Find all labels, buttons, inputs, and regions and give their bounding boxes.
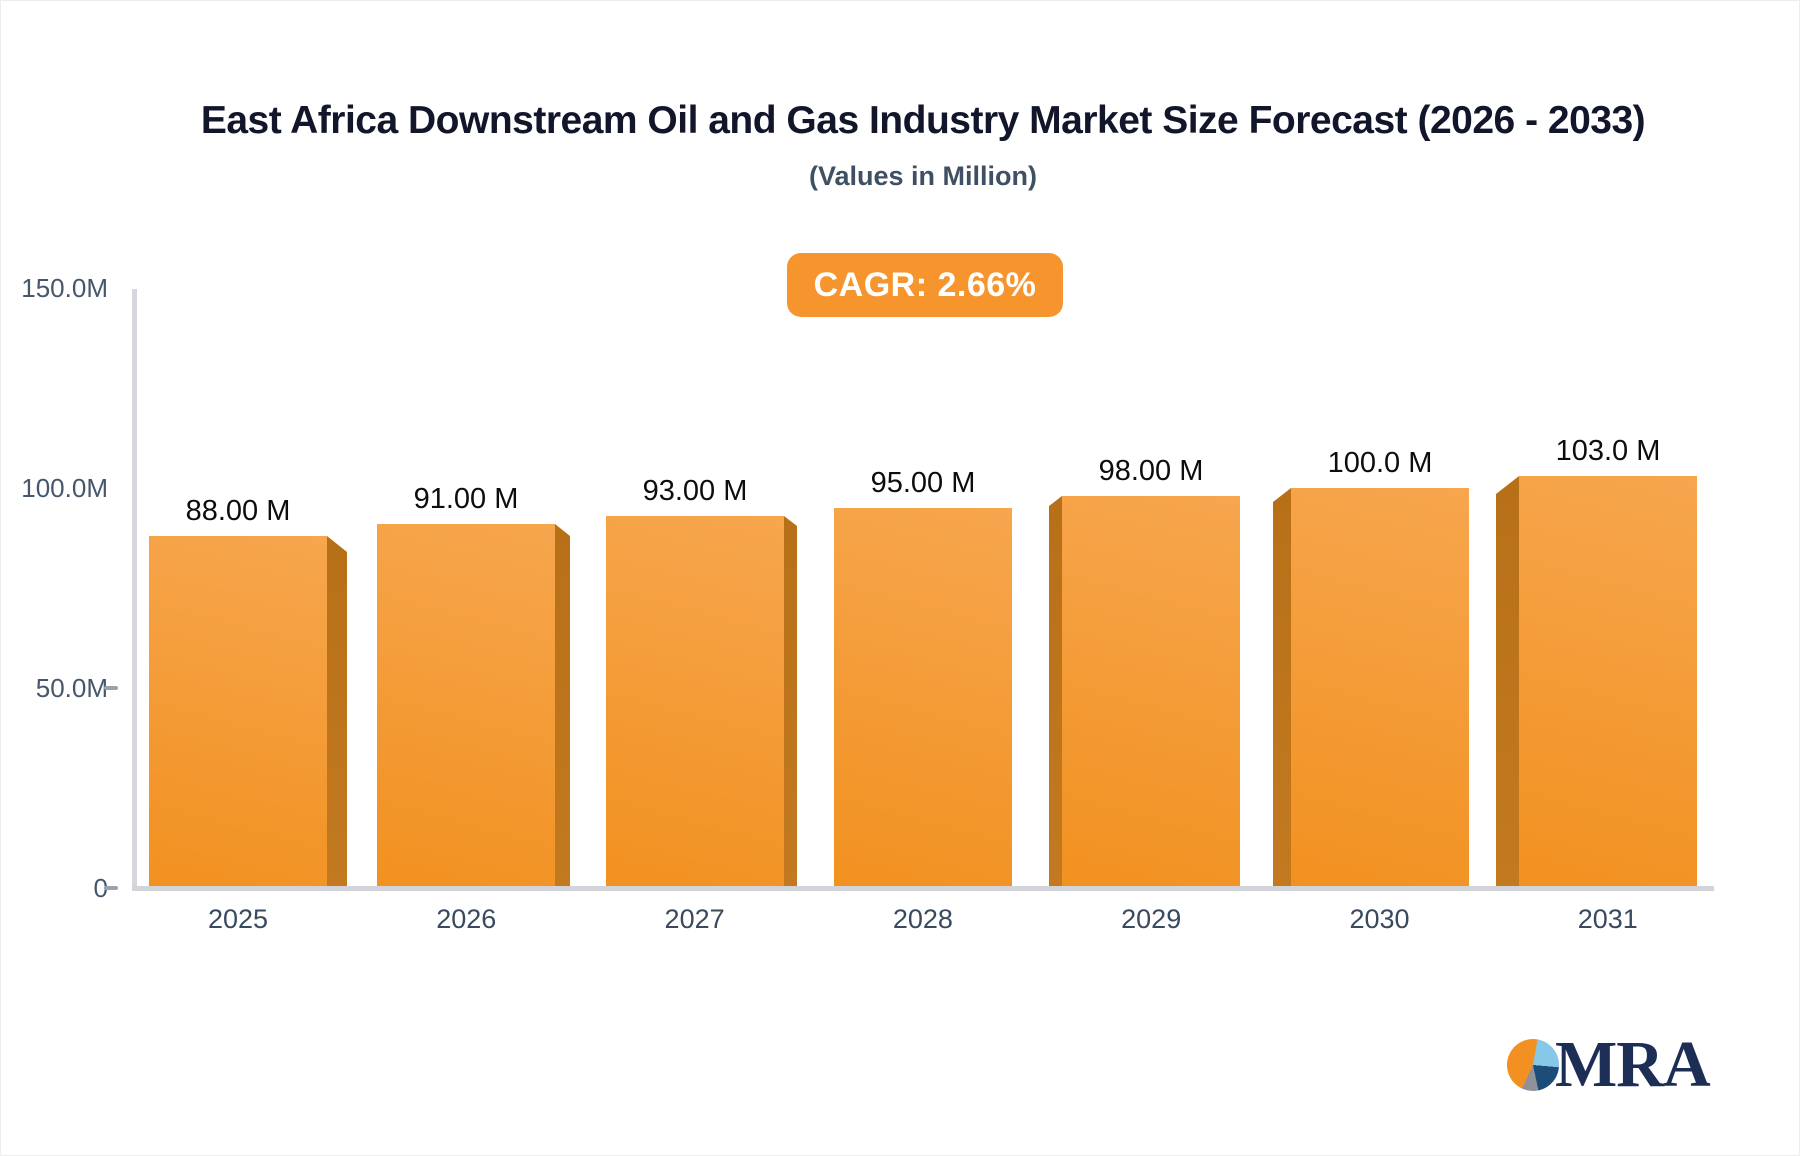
bar-value-label: 93.00 M [642, 475, 748, 507]
bar-2025[interactable] [149, 536, 327, 886]
bar-value-label: 88.00 M [185, 495, 291, 527]
bar-2028[interactable] [834, 508, 1012, 886]
bar-value-label: 91.00 M [413, 483, 519, 515]
chart-header: East Africa Downstream Oil and Gas Indus… [23, 1, 1799, 192]
bar-3d-side [1496, 476, 1519, 886]
x-axis-label-2027: 2027 [664, 904, 725, 934]
x-axis-label-2026: 2026 [436, 904, 497, 934]
y-axis-tick-mark [104, 886, 118, 890]
y-axis-tick-label: 100.0M [21, 473, 108, 503]
bar-value-label: 103.0 M [1555, 435, 1661, 467]
pie-chart-logo-icon [1507, 1039, 1559, 1091]
x-axis-label-2030: 2030 [1349, 904, 1410, 934]
x-axis-label-2029: 2029 [1121, 904, 1182, 934]
x-axis-label-2031: 2031 [1577, 904, 1638, 934]
bar-3d-side [784, 516, 797, 886]
bar-3d-side [327, 536, 347, 886]
bar-value-label: 95.00 M [870, 467, 976, 499]
bar-2030[interactable] [1291, 488, 1469, 886]
x-axis-label-2028: 2028 [892, 904, 953, 934]
chart-subtitle: (Values in Million) [808, 161, 1038, 191]
y-axis-tick-label: 50.0M [35, 673, 108, 703]
y-axis-tick-mark [104, 686, 118, 690]
mra-logo: MRA [1507, 1028, 1711, 1101]
y-axis-tick-label: 150.0M [21, 273, 108, 303]
logo-text: MRA [1555, 1028, 1711, 1101]
bar-value-label: 98.00 M [1098, 455, 1204, 487]
bar-2031[interactable] [1519, 476, 1697, 886]
x-axis-label-2025: 2025 [207, 904, 269, 934]
bar-3d-side [555, 524, 570, 886]
cagr-badge-label: CAGR: 2.66% [813, 265, 1037, 304]
cagr-badge: CAGR: 2.66% [787, 253, 1063, 317]
bar-2027[interactable] [606, 516, 784, 886]
bar-2026[interactable] [377, 524, 555, 886]
y-axis-line [132, 289, 137, 890]
bar-3d-side [1273, 488, 1291, 886]
bar-3d-side [1049, 496, 1062, 886]
x-axis-line [132, 886, 1714, 891]
bar-value-label: 100.0 M [1327, 447, 1433, 479]
bar-2029[interactable] [1062, 496, 1240, 886]
y-axis-tick-label: 0 [93, 873, 108, 903]
chart-title: East Africa Downstream Oil and Gas Indus… [200, 99, 1646, 142]
